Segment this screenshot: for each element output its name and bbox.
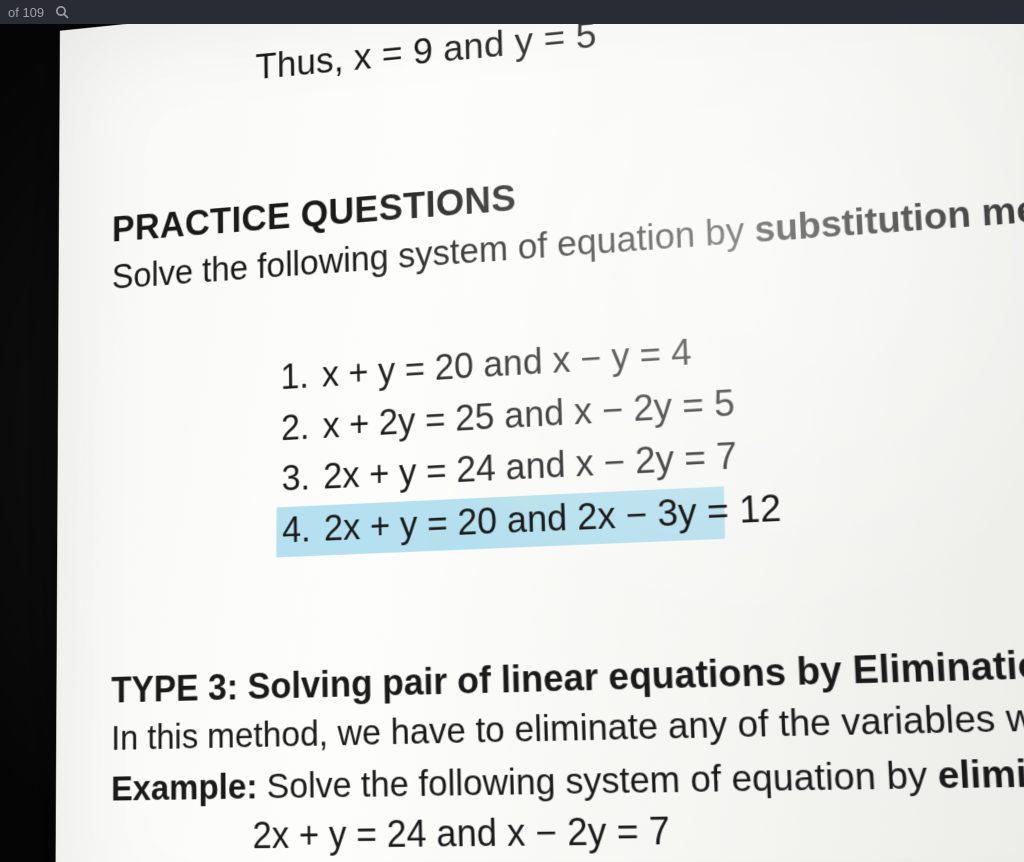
page-indicator: of 109 <box>8 5 44 20</box>
item-number: 2. <box>277 403 310 452</box>
document-page: Thus, x = 9 and y = 5 ..... Ans PRACTICE… <box>55 0 1024 862</box>
example-text: Solve the following system of equation b… <box>257 755 939 807</box>
screen-viewport: of 109 Thus, x = 9 and y = 5 ..... Ans P… <box>0 0 1024 862</box>
item-number: 4. <box>278 506 311 555</box>
answer-text: Thus, x = 9 and y = 5 <box>255 16 597 89</box>
question-list: 1. x + y = 20 and x − y = 4 2. x + 2y = … <box>277 301 1024 556</box>
type3-equation: 2x + y = 24 and x − 2y = 7 <box>252 803 1024 857</box>
pdf-toolbar: of 109 <box>0 0 1024 24</box>
item-number: 1. <box>277 353 309 402</box>
search-icon[interactable] <box>54 4 70 20</box>
item-number: 3. <box>278 454 311 503</box>
example-label: Example: <box>111 767 258 808</box>
example-bold: elimina <box>937 752 1024 797</box>
